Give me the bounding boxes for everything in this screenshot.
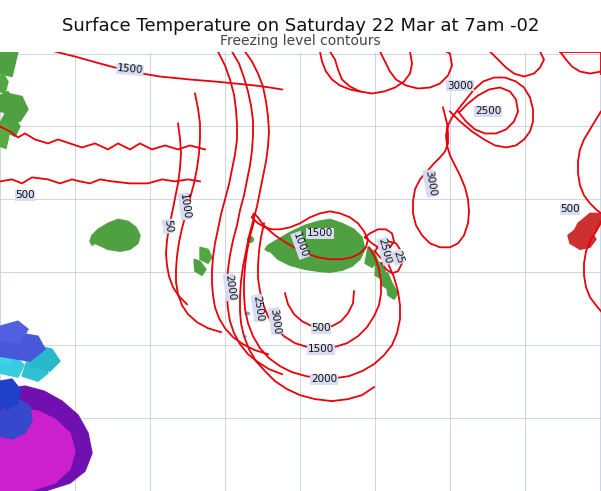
Text: 3000: 3000 [423,170,437,197]
Text: 1500: 1500 [307,228,333,238]
Polygon shape [200,247,212,263]
Polygon shape [375,261,386,279]
Polygon shape [0,134,8,148]
Polygon shape [0,399,32,439]
Polygon shape [194,259,206,275]
Text: 500: 500 [311,323,331,333]
Text: 50: 50 [162,219,174,234]
Text: 25: 25 [391,249,405,265]
Polygon shape [365,247,378,267]
Polygon shape [0,333,45,361]
Polygon shape [0,52,18,77]
Polygon shape [0,91,14,113]
Polygon shape [568,227,596,249]
Text: 500: 500 [560,204,580,215]
Text: 3000: 3000 [447,81,473,90]
Polygon shape [0,321,28,343]
Text: 3000: 3000 [268,307,282,335]
Polygon shape [382,272,392,289]
Polygon shape [386,281,398,299]
Text: 2500: 2500 [251,295,265,322]
Polygon shape [265,219,365,273]
Polygon shape [5,116,20,136]
Polygon shape [0,386,92,491]
Polygon shape [575,214,601,235]
Text: Freezing level contours: Freezing level contours [220,34,381,49]
Polygon shape [22,357,48,381]
Polygon shape [5,93,28,121]
Text: Surface Temperature on Saturday 22 Mar at 7am -02: Surface Temperature on Saturday 22 Mar a… [62,17,539,35]
Polygon shape [0,109,18,134]
Polygon shape [0,343,14,365]
Polygon shape [0,52,8,54]
Text: 2000: 2000 [311,374,337,384]
Text: 2500: 2500 [475,107,501,116]
Text: 2000: 2000 [223,273,237,301]
Text: 2500: 2500 [377,237,393,265]
Polygon shape [0,355,24,377]
Text: 1000: 1000 [178,193,192,220]
Text: 1000: 1000 [291,231,309,259]
Polygon shape [90,219,140,251]
Polygon shape [0,74,8,93]
Polygon shape [0,409,75,491]
Text: 500: 500 [15,191,35,200]
Polygon shape [0,121,10,139]
Polygon shape [30,345,60,371]
Text: 1500: 1500 [308,344,334,354]
Text: 1500: 1500 [117,63,144,76]
Polygon shape [0,379,20,409]
